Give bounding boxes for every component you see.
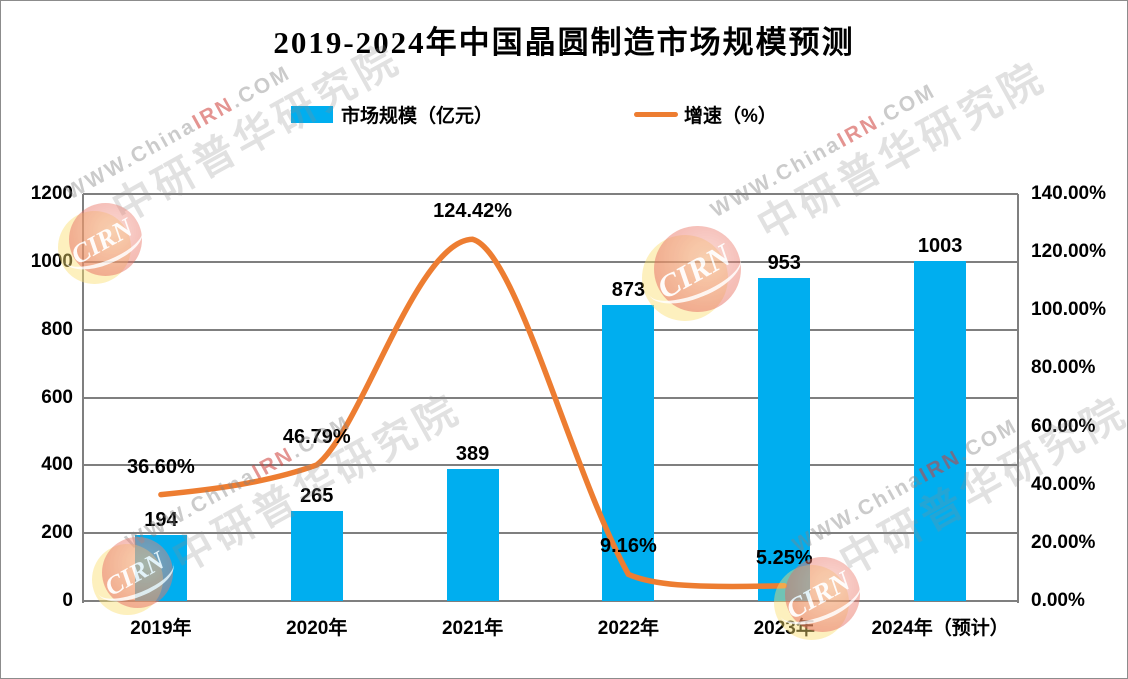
right-axis-tick-label: 120.00%	[1031, 241, 1107, 263]
gridline	[83, 396, 1018, 399]
left-axis-tick-label: 1000	[30, 250, 73, 272]
plot-right-border	[1017, 194, 1019, 603]
right-axis-tick-label: 80.00%	[1031, 357, 1096, 379]
logo-crescent	[641, 235, 729, 322]
bar	[290, 511, 343, 601]
line-value-label: 9.16%	[600, 535, 657, 558]
bar-value-label: 194	[144, 509, 178, 532]
line-value-label: 36.60%	[126, 455, 195, 478]
left-axis-tick-label: 400	[41, 454, 73, 476]
gridline	[83, 464, 1018, 467]
logo-swoosh	[640, 236, 750, 316]
bar	[446, 469, 499, 601]
gridline	[83, 260, 1018, 263]
legend-line-swatch	[634, 112, 678, 117]
legend-line-label: 增速（%）	[684, 106, 777, 127]
right-axis-tick-label: 0.00%	[1031, 590, 1085, 611]
right-axis-tick-label: 20.00%	[1031, 531, 1096, 553]
watermark-tile: WWW.ChinaIRN.COM 中研普华研究院	[707, 29, 1055, 268]
left-axis-tick-label: 200	[41, 522, 73, 544]
left-axis-tick-label: 1200	[30, 183, 73, 204]
watermark-cirn-logo: CIRN	[56, 203, 149, 284]
plot-left-border	[82, 194, 84, 603]
watermark-cn-text: 中研普华研究院	[749, 53, 1054, 250]
bar-value-label: 265	[300, 485, 334, 508]
left-axis-tick-label: 800	[41, 318, 73, 340]
legend-item-market-size: 市场规模（亿元）	[291, 101, 493, 128]
line-value-label: 46.79%	[282, 425, 351, 448]
chart-title: 2019-2024年中国晶圆制造市场规模预测	[273, 25, 855, 60]
right-axis-tick-label: 40.00%	[1031, 473, 1096, 495]
bar-value-label: 953	[767, 251, 801, 274]
bar-value-label: 873	[611, 278, 646, 301]
right-axis-tick-label: 100.00%	[1031, 299, 1107, 321]
x-axis-category-label: 2021年	[441, 618, 504, 639]
right-axis-tick-label: 60.00%	[1031, 415, 1096, 437]
x-axis-category-label: 2022年	[597, 618, 660, 639]
bar-value-label: 389	[455, 443, 490, 466]
gridline	[83, 328, 1018, 331]
legend-item-growth-rate: 增速（%）	[634, 101, 777, 128]
line-value-label: 124.42%	[433, 200, 513, 223]
watermark-cirn-logo: CIRN	[640, 226, 750, 322]
gridline	[83, 193, 1018, 195]
legend-bar-swatch	[291, 106, 333, 123]
x-axis-category-label: 2024年（预计）	[871, 618, 1009, 639]
x-axis-category-label: 2019年	[130, 618, 192, 639]
logo-disc	[68, 203, 142, 276]
bar-value-label: 1003	[917, 234, 963, 257]
right-axis-tick-label: 140.00%	[1031, 183, 1107, 204]
gridline	[83, 532, 1018, 535]
logo-disc	[654, 226, 741, 313]
line-value-label: 5.25%	[755, 546, 813, 569]
bar	[914, 260, 967, 601]
left-axis-tick-label: 0	[62, 590, 73, 611]
x-axis-category-label: 2020年	[286, 618, 348, 639]
bar	[134, 535, 187, 601]
x-axis-category-label: 2023年	[753, 618, 815, 639]
legend-bar-label: 市场规模（亿元）	[341, 106, 494, 127]
gridline	[83, 600, 1018, 602]
left-axis-tick-label: 600	[41, 386, 73, 408]
